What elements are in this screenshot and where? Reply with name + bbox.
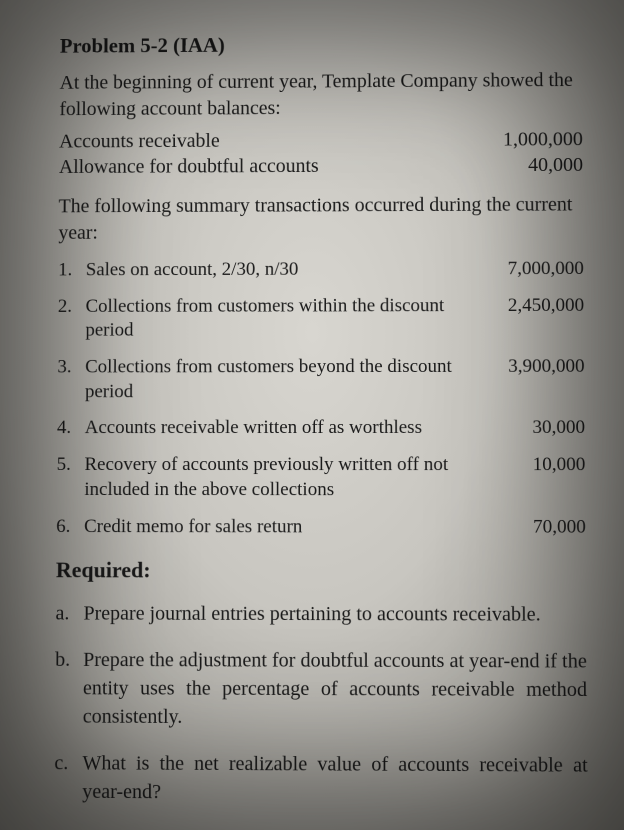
- transaction-row: 1. Sales on account, 2/30, n/30 7,000,00…: [58, 257, 584, 283]
- tx-number: 6.: [56, 515, 84, 540]
- balances-block: Accounts receivable 1,000,000 Allowance …: [59, 126, 583, 179]
- req-letter: c.: [54, 749, 82, 778]
- balance-row: Allowance for doubtful accounts 40,000: [59, 152, 583, 180]
- tx-description: Accounts receivable written off as worth…: [85, 416, 465, 441]
- transaction-row: 6. Credit memo for sales return 70,000: [56, 515, 586, 540]
- intro-text: At the beginning of current year, Templa…: [59, 67, 582, 123]
- tx-number: 3.: [57, 356, 85, 381]
- requirement-row: b. Prepare the adjustment for doubtful a…: [55, 646, 588, 733]
- req-text: Prepare the adjustment for doubtful acco…: [83, 646, 588, 733]
- balance-value: 1,000,000: [463, 126, 583, 152]
- balance-row: Accounts receivable 1,000,000: [59, 126, 583, 154]
- req-letter: a.: [55, 600, 83, 628]
- requirements-list: a. Prepare journal entries pertaining to…: [54, 600, 588, 809]
- tx-number: 1.: [58, 259, 86, 283]
- tx-value: 3,900,000: [464, 355, 585, 380]
- transactions-subhead: The following summary transactions occur…: [58, 192, 583, 247]
- balance-value: 40,000: [463, 152, 583, 178]
- tx-value: 30,000: [464, 416, 585, 441]
- transaction-row: 2. Collections from customers within the…: [58, 294, 585, 344]
- transaction-row: 4. Accounts receivable written off as wo…: [57, 416, 585, 441]
- tx-value: 70,000: [465, 515, 586, 540]
- tx-description: Collections from customers beyond the di…: [85, 355, 464, 405]
- tx-number: 4.: [57, 417, 85, 442]
- tx-number: 5.: [57, 453, 85, 478]
- balance-label: Allowance for doubtful accounts: [59, 153, 463, 180]
- requirement-row: c. What is the net realizable value of a…: [54, 749, 588, 809]
- req-text: What is the net realizable value of acco…: [82, 749, 588, 809]
- tx-description: Collections from customers within the di…: [85, 294, 464, 344]
- transactions-list: 1. Sales on account, 2/30, n/30 7,000,00…: [56, 257, 586, 540]
- tx-value: 10,000: [464, 453, 585, 478]
- problem-title: Problem 5-2 (IAA): [60, 31, 582, 59]
- tx-description: Recovery of accounts previously written …: [84, 453, 464, 503]
- transaction-row: 5. Recovery of accounts previously writt…: [56, 453, 585, 503]
- req-text: Prepare journal entries pertaining to ac…: [83, 600, 586, 629]
- tx-value: 7,000,000: [464, 257, 584, 282]
- req-letter: b.: [55, 646, 83, 674]
- tx-number: 2.: [58, 295, 86, 319]
- balance-label: Accounts receivable: [59, 127, 463, 154]
- transaction-row: 3. Collections from customers beyond the…: [57, 355, 585, 405]
- requirement-row: a. Prepare journal entries pertaining to…: [55, 600, 586, 630]
- tx-value: 2,450,000: [464, 294, 584, 319]
- required-heading: Required:: [56, 557, 587, 584]
- tx-description: Sales on account, 2/30, n/30: [86, 257, 464, 282]
- tx-description: Credit memo for sales return: [84, 515, 465, 540]
